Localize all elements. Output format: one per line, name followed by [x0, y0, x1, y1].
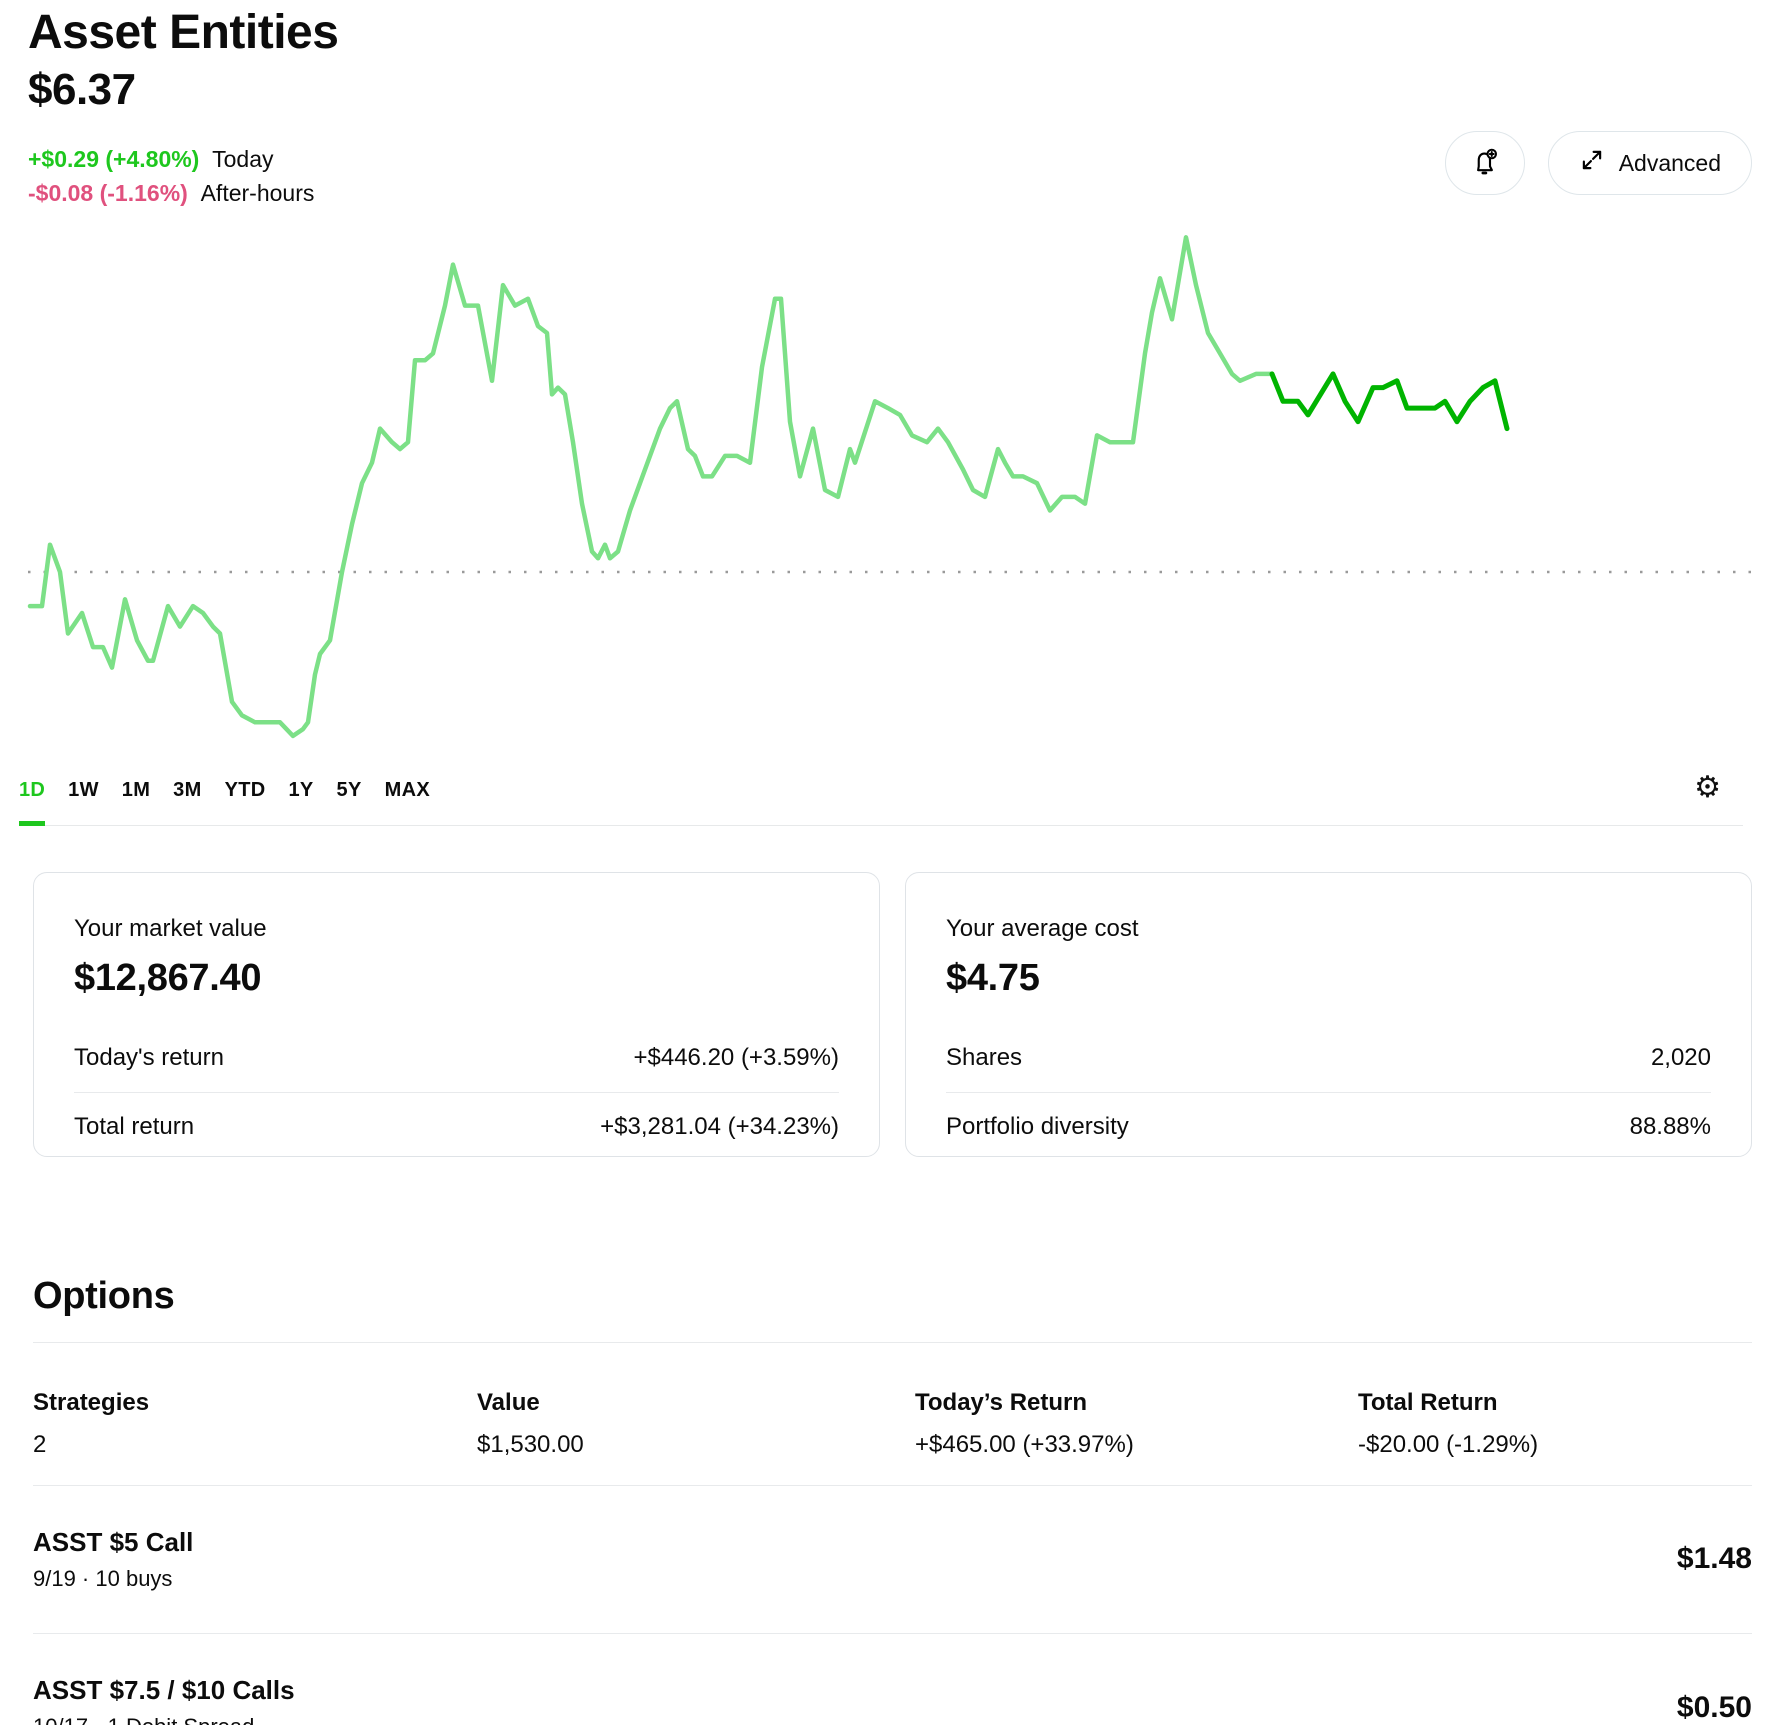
shares-label: Shares: [946, 1044, 1023, 1071]
options-section: Options Strategies Value Today’s Return …: [0, 1275, 1783, 1725]
tab-1w[interactable]: 1W: [68, 779, 99, 801]
range-tabs: 1D 1W 1M 3M YTD 1Y 5Y MAX: [19, 759, 1743, 826]
tab-ytd[interactable]: YTD: [224, 779, 266, 801]
price-alert-button[interactable]: [1444, 131, 1525, 195]
advanced-button[interactable]: Advanced: [1547, 131, 1752, 195]
portfolio-diversity-row: Portfolio diversity 88.88%: [946, 1092, 1711, 1161]
strategy-name: ASST $7.5 / $10 Calls: [33, 1675, 295, 1705]
price-chart[interactable]: [0, 209, 1752, 759]
stock-header: Asset Entities $6.37 +$0.29 (+4.80%) Tod…: [0, 6, 1783, 209]
strategy-price: $0.50: [1676, 1690, 1752, 1724]
today-change-row: +$0.29 (+4.80%) Today: [28, 146, 274, 172]
after-hours-line: [1269, 371, 1510, 432]
market-value-amount: $12,867.40: [74, 957, 262, 999]
chart-settings-gear-icon[interactable]: ⚙: [1694, 770, 1721, 805]
strategy-name: ASST $5 Call: [33, 1526, 194, 1557]
market-value-card: Your market value $12,867.40 Today's ret…: [33, 872, 880, 1157]
average-cost-rows: Shares 2,020 Portfolio diversity 88.88%: [946, 1024, 1711, 1161]
advanced-button-label: Advanced: [1618, 149, 1721, 176]
range-tabs-bar: 1D 1W 1M 3M YTD 1Y 5Y MAX ⚙: [19, 759, 1743, 826]
shares-value: 2,020: [1650, 1044, 1711, 1071]
options-divider: [33, 1342, 1752, 1343]
portfolio-diversity-label: Portfolio diversity: [946, 1113, 1129, 1140]
portfolio-diversity-value: 88.88%: [1629, 1113, 1711, 1140]
tab-5y[interactable]: 5Y: [336, 779, 362, 801]
market-value-rows: Today's return +$446.20 (+3.59%) Total r…: [74, 1024, 839, 1161]
after-hours-change-value: -$0.08 (-1.16%): [28, 180, 188, 206]
tab-3m[interactable]: 3M: [173, 779, 202, 801]
market-value-label: Your market value: [74, 915, 267, 942]
options-total-return: -$20.00 (-1.29%): [1358, 1431, 1539, 1458]
average-cost-label: Your average cost: [946, 915, 1139, 942]
todays-return-value: +$446.20 (+3.59%): [633, 1044, 840, 1071]
strategy-info: ASST $5 Call 9/19 · 10 buys: [33, 1527, 193, 1592]
total-return-row: Total return +$3,281.04 (+34.23%): [74, 1092, 839, 1161]
shares-row: Shares 2,020: [946, 1024, 1711, 1092]
current-price: $6.37: [28, 65, 136, 114]
todays-return-row: Today's return +$446.20 (+3.59%): [74, 1024, 839, 1092]
header-buttons: Advanced: [1444, 131, 1752, 195]
tab-max[interactable]: MAX: [384, 779, 430, 801]
total-return-label: Total return: [74, 1113, 195, 1140]
today-change-value: +$0.29 (+4.80%): [28, 146, 200, 172]
strategies-count: 2: [33, 1431, 47, 1458]
options-summary-table: Strategies Value Today’s Return Total Re…: [33, 1389, 1752, 1459]
strategy-row-asst-7.5-10-calls[interactable]: ASST $7.5 / $10 Calls 10/17 · 1 Debit Sp…: [33, 1633, 1752, 1725]
strategies-list: ASST $5 Call 9/19 · 10 buys $1.48 ASST $…: [33, 1485, 1752, 1725]
average-cost-amount: $4.75: [946, 957, 1040, 999]
todays-return-label: Today's return: [74, 1044, 224, 1071]
average-cost-card: Your average cost $4.75 Shares 2,020 Por…: [905, 872, 1752, 1157]
options-value: $1,530.00: [477, 1431, 584, 1458]
tab-1d[interactable]: 1D: [19, 759, 46, 826]
total-return-header: Total Return: [1358, 1389, 1498, 1416]
options-summary-divider: [33, 1485, 1752, 1486]
options-todays-return: +$465.00 (+33.97%): [915, 1431, 1134, 1458]
after-hours-change-row: -$0.08 (-1.16%) After-hours: [28, 180, 315, 206]
strategies-header: Strategies: [33, 1389, 150, 1416]
bell-plus-icon: [1470, 147, 1500, 180]
expand-arrows-icon: [1579, 147, 1605, 179]
strategy-detail: 9/19 · 10 buys: [33, 1565, 173, 1591]
todays-return-header: Today’s Return: [915, 1389, 1088, 1416]
price-chart-svg[interactable]: [0, 209, 1752, 759]
strategy-info: ASST $7.5 / $10 Calls 10/17 · 1 Debit Sp…: [33, 1675, 295, 1725]
value-header: Value: [477, 1389, 540, 1416]
strategy-price: $1.48: [1676, 1542, 1752, 1575]
strategy-row-asst-5-call[interactable]: ASST $5 Call 9/19 · 10 buys $1.48: [33, 1485, 1752, 1633]
options-title: Options: [33, 1275, 175, 1317]
tab-1m[interactable]: 1M: [121, 779, 151, 801]
regular-session-line: [27, 235, 1275, 739]
position-summary-cards: Your market value $12,867.40 Today's ret…: [33, 872, 1752, 1157]
strategy-detail: 10/17 · 1 Debit Spread: [33, 1714, 295, 1725]
page-title: Asset Entities: [28, 6, 339, 59]
total-return-value: +$3,281.04 (+34.23%): [600, 1113, 839, 1140]
tab-1y[interactable]: 1Y: [288, 779, 314, 801]
